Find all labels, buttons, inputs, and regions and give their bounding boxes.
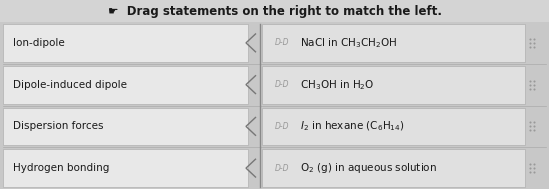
Text: D-D: D-D bbox=[274, 38, 289, 47]
Bar bbox=[3, 24, 248, 62]
Text: $I_2$ in hexane (C$_6$H$_{14}$): $I_2$ in hexane (C$_6$H$_{14}$) bbox=[300, 120, 405, 133]
Text: Dipole-induced dipole: Dipole-induced dipole bbox=[13, 80, 127, 90]
Bar bbox=[0, 0, 549, 22]
Bar bbox=[262, 108, 525, 145]
Text: ☛  Drag statements on the right to match the left.: ☛ Drag statements on the right to match … bbox=[108, 5, 441, 18]
Text: CH$_3$OH in H$_2$O: CH$_3$OH in H$_2$O bbox=[300, 78, 374, 91]
Bar bbox=[262, 149, 525, 187]
Bar bbox=[3, 66, 248, 104]
Text: Hydrogen bonding: Hydrogen bonding bbox=[13, 163, 109, 173]
Bar bbox=[262, 66, 525, 104]
Text: O$_2$ (g) in aqueous solution: O$_2$ (g) in aqueous solution bbox=[300, 161, 437, 175]
Text: Dispersion forces: Dispersion forces bbox=[13, 121, 104, 131]
Bar bbox=[3, 108, 248, 145]
Text: D-D: D-D bbox=[274, 80, 289, 89]
Text: D-D: D-D bbox=[274, 122, 289, 131]
Text: D-D: D-D bbox=[274, 164, 289, 173]
Bar bbox=[262, 24, 525, 62]
Bar bbox=[3, 149, 248, 187]
Text: Ion-dipole: Ion-dipole bbox=[13, 38, 65, 48]
Text: NaCl in CH$_3$CH$_2$OH: NaCl in CH$_3$CH$_2$OH bbox=[300, 36, 397, 50]
